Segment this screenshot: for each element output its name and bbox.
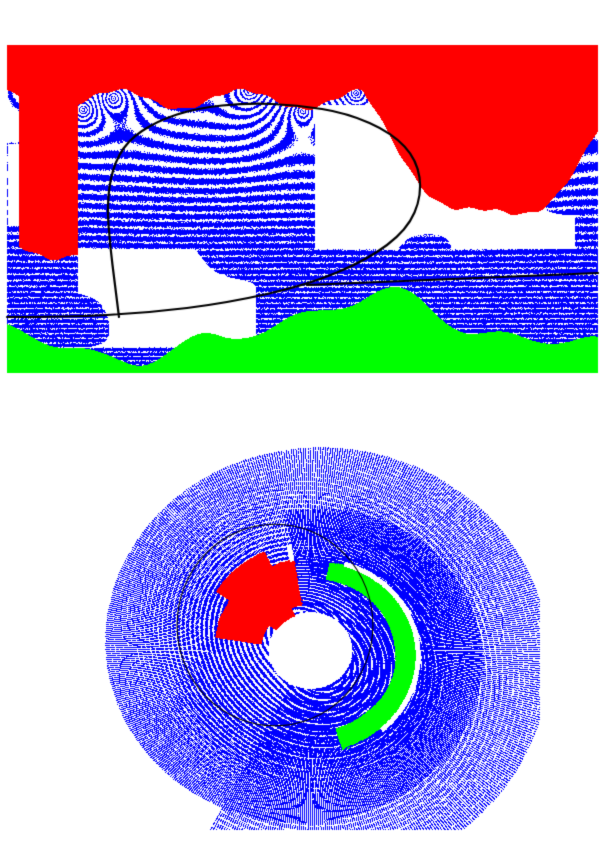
rectangular-projection-panel — [0, 0, 603, 400]
rectangular-projection-canvas — [0, 0, 603, 400]
deformed-spiral-projection-panel — [0, 400, 603, 849]
deformed-spiral-projection-canvas — [0, 400, 603, 849]
